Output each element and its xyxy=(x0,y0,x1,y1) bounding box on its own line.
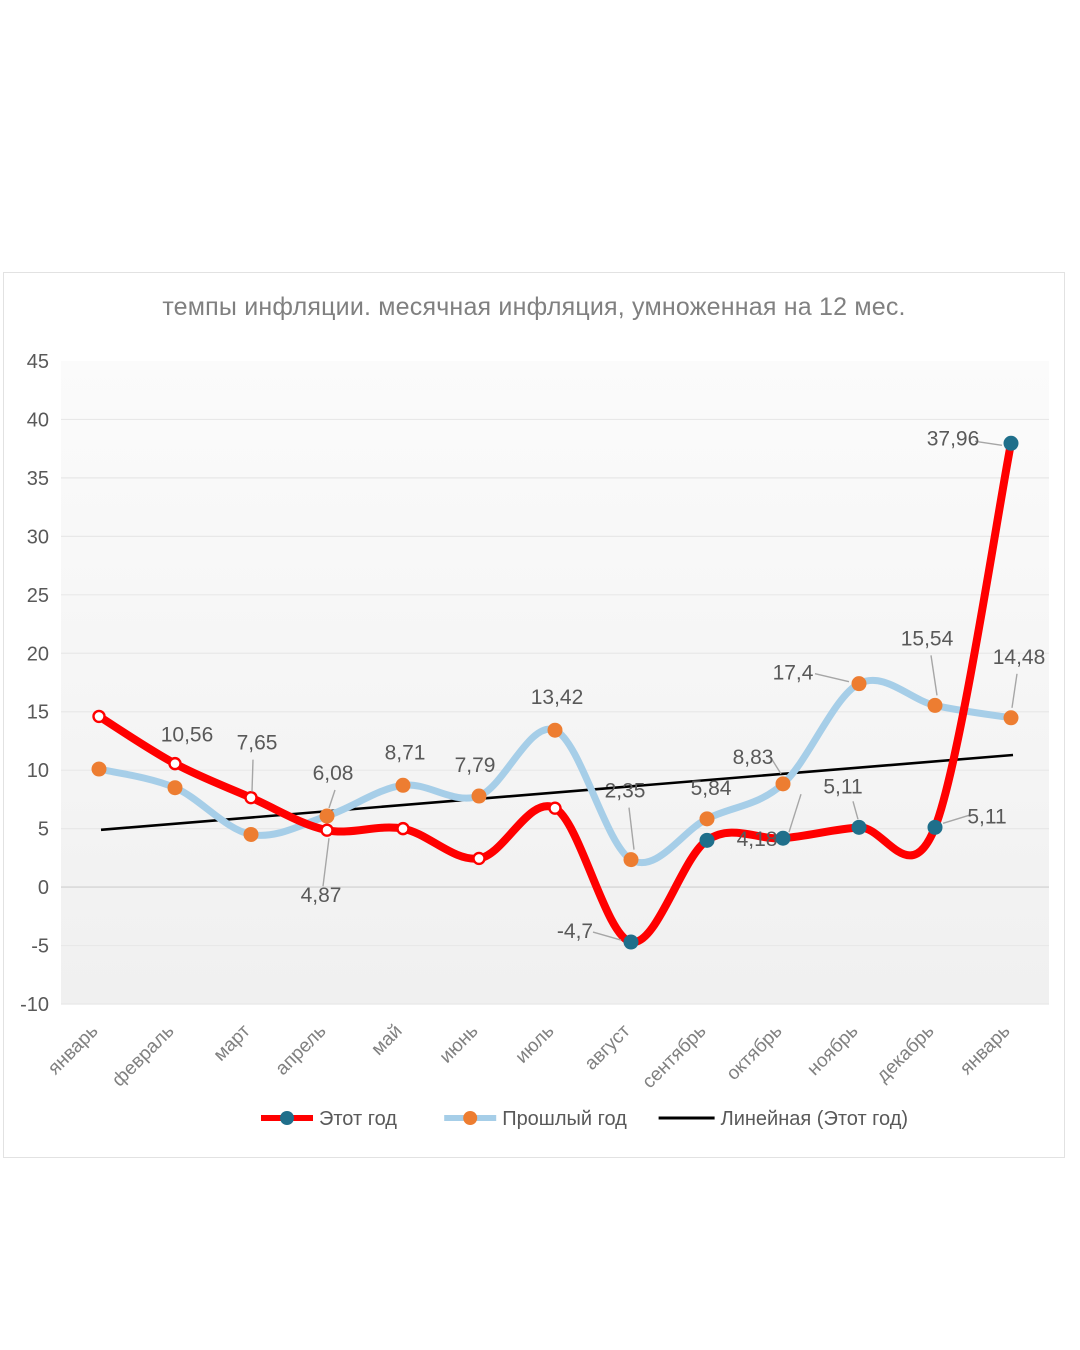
legend-marker-swatch xyxy=(280,1111,294,1125)
data-point-last-year xyxy=(91,761,107,777)
x-axis-tick: декабрь xyxy=(873,1021,939,1087)
x-axis-tick: июль xyxy=(512,1021,559,1068)
data-point-last-year xyxy=(775,776,791,792)
data-label: 15,54 xyxy=(901,627,954,650)
data-point-this-year xyxy=(699,832,715,848)
data-labels: 10,56 7,65 4,87 -4,7 4,18 5,11 5,11 37,96 6,08 8,… xyxy=(161,427,1046,943)
data-point-this-year xyxy=(548,801,562,815)
data-label: 37,96 xyxy=(927,427,980,450)
y-axis-tick: 40 xyxy=(27,409,49,431)
y-axis-tick: 10 xyxy=(27,760,49,782)
y-axis-tick: 0 xyxy=(38,877,49,899)
y-axis-tick: 5 xyxy=(38,819,49,841)
data-point-last-year xyxy=(319,808,335,824)
data-label: 14,48 xyxy=(993,646,1046,669)
data-label: 13,42 xyxy=(531,686,584,709)
chart-card: темпы инфляции. месячная инфляция, умнож… xyxy=(3,272,1065,1158)
data-point-this-year xyxy=(396,821,410,836)
legend-label[interactable]: Этот год xyxy=(319,1108,397,1130)
data-point-last-year xyxy=(395,777,411,793)
data-label: 17,4 xyxy=(773,662,814,685)
data-label: 5,84 xyxy=(691,777,732,800)
x-axis-tick: май xyxy=(367,1021,406,1060)
data-point-last-year xyxy=(547,722,563,738)
chart-title: темпы инфляции. месячная инфляция, умнож… xyxy=(162,293,906,321)
legend-label[interactable]: Линейная (Этот год) xyxy=(721,1108,908,1130)
data-point-this-year xyxy=(775,830,791,846)
y-axis-tick: 35 xyxy=(27,468,49,490)
data-point-this-year xyxy=(244,790,258,805)
data-point-this-year xyxy=(851,819,867,835)
data-point-last-year xyxy=(167,780,183,796)
data-point-this-year xyxy=(320,823,334,837)
y-axis-tick: -10 xyxy=(20,994,49,1016)
x-axis-ticks: январь февраль март апрель май июнь июль август… xyxy=(44,1020,1015,1092)
data-label: 6,08 xyxy=(313,762,354,785)
data-point-last-year xyxy=(623,852,639,868)
data-point-last-year xyxy=(243,826,259,842)
data-label: 7,79 xyxy=(455,754,496,777)
legend-marker-swatch xyxy=(463,1111,478,1125)
x-axis-tick: сентябрь xyxy=(638,1021,710,1093)
x-axis-tick: февраль xyxy=(108,1021,178,1091)
data-point-last-year xyxy=(927,697,943,713)
y-axis-tick: 15 xyxy=(27,702,49,724)
data-point-this-year xyxy=(168,756,182,771)
y-axis-tick: 25 xyxy=(27,585,49,607)
data-point-this-year xyxy=(623,934,639,950)
chart-legend: Этот год Прошлый год Линейная (Этот год) xyxy=(261,1108,908,1130)
data-label: 5,11 xyxy=(967,805,1006,828)
data-label: 10,56 xyxy=(161,724,214,747)
x-axis-tick: июнь xyxy=(436,1021,483,1068)
trendline xyxy=(100,753,1014,832)
x-axis-tick: ноябрь xyxy=(803,1021,862,1080)
data-point-last-year xyxy=(699,811,715,827)
x-axis-tick: август xyxy=(581,1020,635,1074)
gridlines xyxy=(61,418,1049,1005)
data-point-this-year xyxy=(927,819,943,835)
data-label: 7,65 xyxy=(237,732,278,755)
x-axis-tick: март xyxy=(210,1020,255,1065)
data-point-last-year xyxy=(851,676,867,692)
data-point-last-year xyxy=(471,788,487,804)
data-label: 2,35 xyxy=(605,780,646,803)
data-point-this-year xyxy=(1003,435,1019,451)
y-axis-tick: 20 xyxy=(27,643,49,665)
legend-label[interactable]: Прошлый год xyxy=(502,1108,627,1130)
data-label: 4,87 xyxy=(301,884,342,907)
data-point-last-year xyxy=(1003,710,1019,726)
y-axis-ticks: 45 40 35 30 25 20 15 10 5 0 -5 -10 xyxy=(20,351,49,1016)
data-point-this-year xyxy=(472,851,486,866)
y-axis-tick: 45 xyxy=(27,351,49,373)
y-axis-tick: 30 xyxy=(27,526,49,548)
markers-last-year xyxy=(91,676,1019,868)
y-axis-tick: -5 xyxy=(31,936,49,958)
data-label: 8,83 xyxy=(733,746,774,769)
x-axis-tick: январь xyxy=(44,1021,103,1080)
plot-background xyxy=(61,361,1049,1004)
data-label: 4,18 xyxy=(737,828,778,851)
x-axis-tick: январь xyxy=(956,1021,1015,1080)
series-this-year xyxy=(95,439,1015,947)
data-label: -4,7 xyxy=(557,920,593,943)
data-label: 5,11 xyxy=(823,775,862,798)
x-axis-tick: апрель xyxy=(272,1021,331,1080)
data-point-this-year xyxy=(92,709,106,724)
markers-this-year xyxy=(92,435,1019,950)
data-label: 8,71 xyxy=(385,741,426,764)
x-axis-tick: октябрь xyxy=(723,1021,787,1085)
